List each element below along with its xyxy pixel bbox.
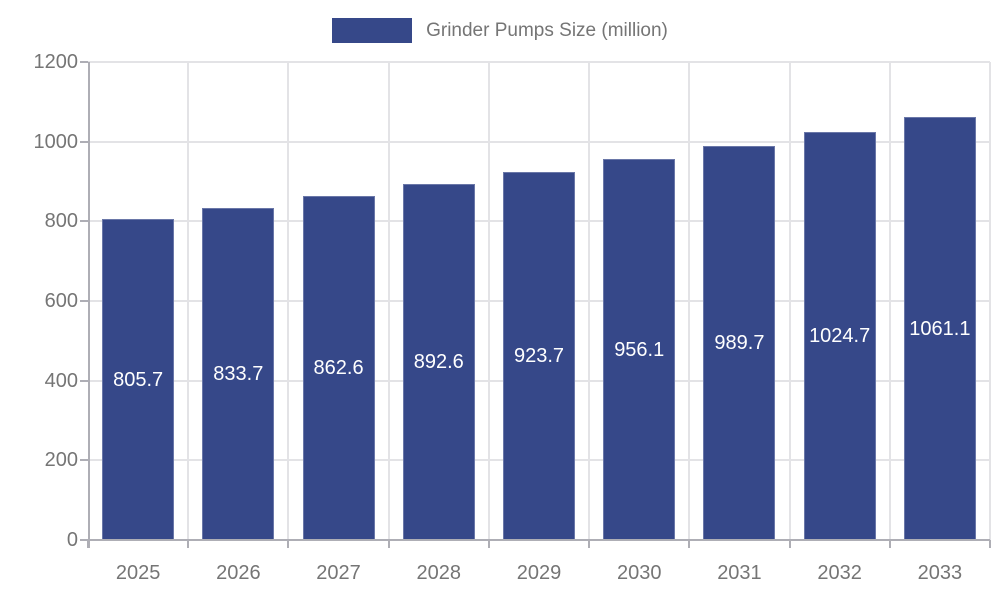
x-axis-tick-label: 2027 bbox=[316, 562, 361, 584]
y-axis-tick-label: 200 bbox=[44, 449, 78, 472]
y-axis-tick-label: 1200 bbox=[33, 51, 79, 73]
x-axis-tick-label: 2029 bbox=[516, 562, 562, 584]
y-axis-tick-mark bbox=[80, 140, 88, 143]
x-axis-tick-label: 2031 bbox=[717, 562, 762, 584]
legend: Grinder Pumps Size (million) bbox=[0, 18, 1000, 43]
plot-area: 805.7 833.7 862.6 892.6 923.7 956.1 989.7 1024.… bbox=[88, 61, 991, 540]
bar-2030 bbox=[603, 159, 676, 540]
y-axis-line bbox=[88, 62, 90, 548]
y-axis-tick-mark bbox=[80, 61, 88, 63]
y-axis-tick-label: 800 bbox=[44, 210, 78, 233]
bar-2026 bbox=[202, 207, 275, 540]
bar-2031 bbox=[703, 145, 776, 540]
x-axis-tick-label: 2030 bbox=[616, 562, 662, 584]
x-axis-line bbox=[80, 539, 990, 541]
x-axis-tick-mark bbox=[888, 540, 891, 548]
y-axis-tick-mark bbox=[80, 300, 88, 302]
x-gridline bbox=[788, 62, 791, 540]
y-axis-tick-label: 0 bbox=[66, 529, 78, 551]
x-axis-tick-label: 2032 bbox=[817, 562, 862, 584]
y-axis-tick-mark bbox=[80, 220, 88, 223]
y-axis-tick-mark bbox=[80, 379, 88, 382]
x-axis-tick-label: 2026 bbox=[216, 562, 261, 584]
x-axis-tick-mark bbox=[487, 540, 490, 548]
x-gridline bbox=[387, 62, 390, 540]
bar-2028 bbox=[402, 184, 475, 540]
x-gridline bbox=[688, 62, 691, 540]
x-axis-tick-label: 2033 bbox=[917, 562, 963, 584]
x-gridline bbox=[487, 62, 490, 540]
x-gridline bbox=[888, 62, 891, 540]
y-axis-tick-mark bbox=[80, 459, 88, 462]
y-axis-tick-label: 1000 bbox=[33, 130, 79, 153]
x-gridline bbox=[287, 62, 290, 540]
bar-2025 bbox=[102, 219, 175, 540]
x-axis-tick-mark bbox=[287, 540, 290, 548]
legend-swatch bbox=[332, 18, 413, 43]
x-axis-tick-label: 2025 bbox=[115, 562, 161, 584]
x-axis-tick-label: 2028 bbox=[416, 562, 462, 584]
y-axis-tick-label: 600 bbox=[44, 290, 78, 312]
legend-label: Grinder Pumps Size (million) bbox=[426, 19, 668, 41]
x-gridline bbox=[989, 62, 991, 540]
x-axis-tick-mark bbox=[989, 540, 991, 548]
bar-2027 bbox=[302, 196, 375, 540]
x-gridline bbox=[588, 62, 591, 540]
y-axis-tick-label: 400 bbox=[44, 369, 78, 392]
x-axis-tick-mark bbox=[688, 540, 691, 548]
bar-2032 bbox=[803, 131, 876, 540]
bar-2029 bbox=[503, 172, 575, 540]
x-axis-tick-mark bbox=[588, 540, 591, 548]
bar-2033 bbox=[903, 117, 976, 540]
x-axis-tick-mark bbox=[387, 540, 390, 548]
x-axis-tick-mark bbox=[788, 540, 791, 548]
x-gridline bbox=[187, 62, 190, 540]
y-gridline bbox=[88, 61, 990, 63]
x-axis-tick-mark bbox=[187, 540, 190, 548]
